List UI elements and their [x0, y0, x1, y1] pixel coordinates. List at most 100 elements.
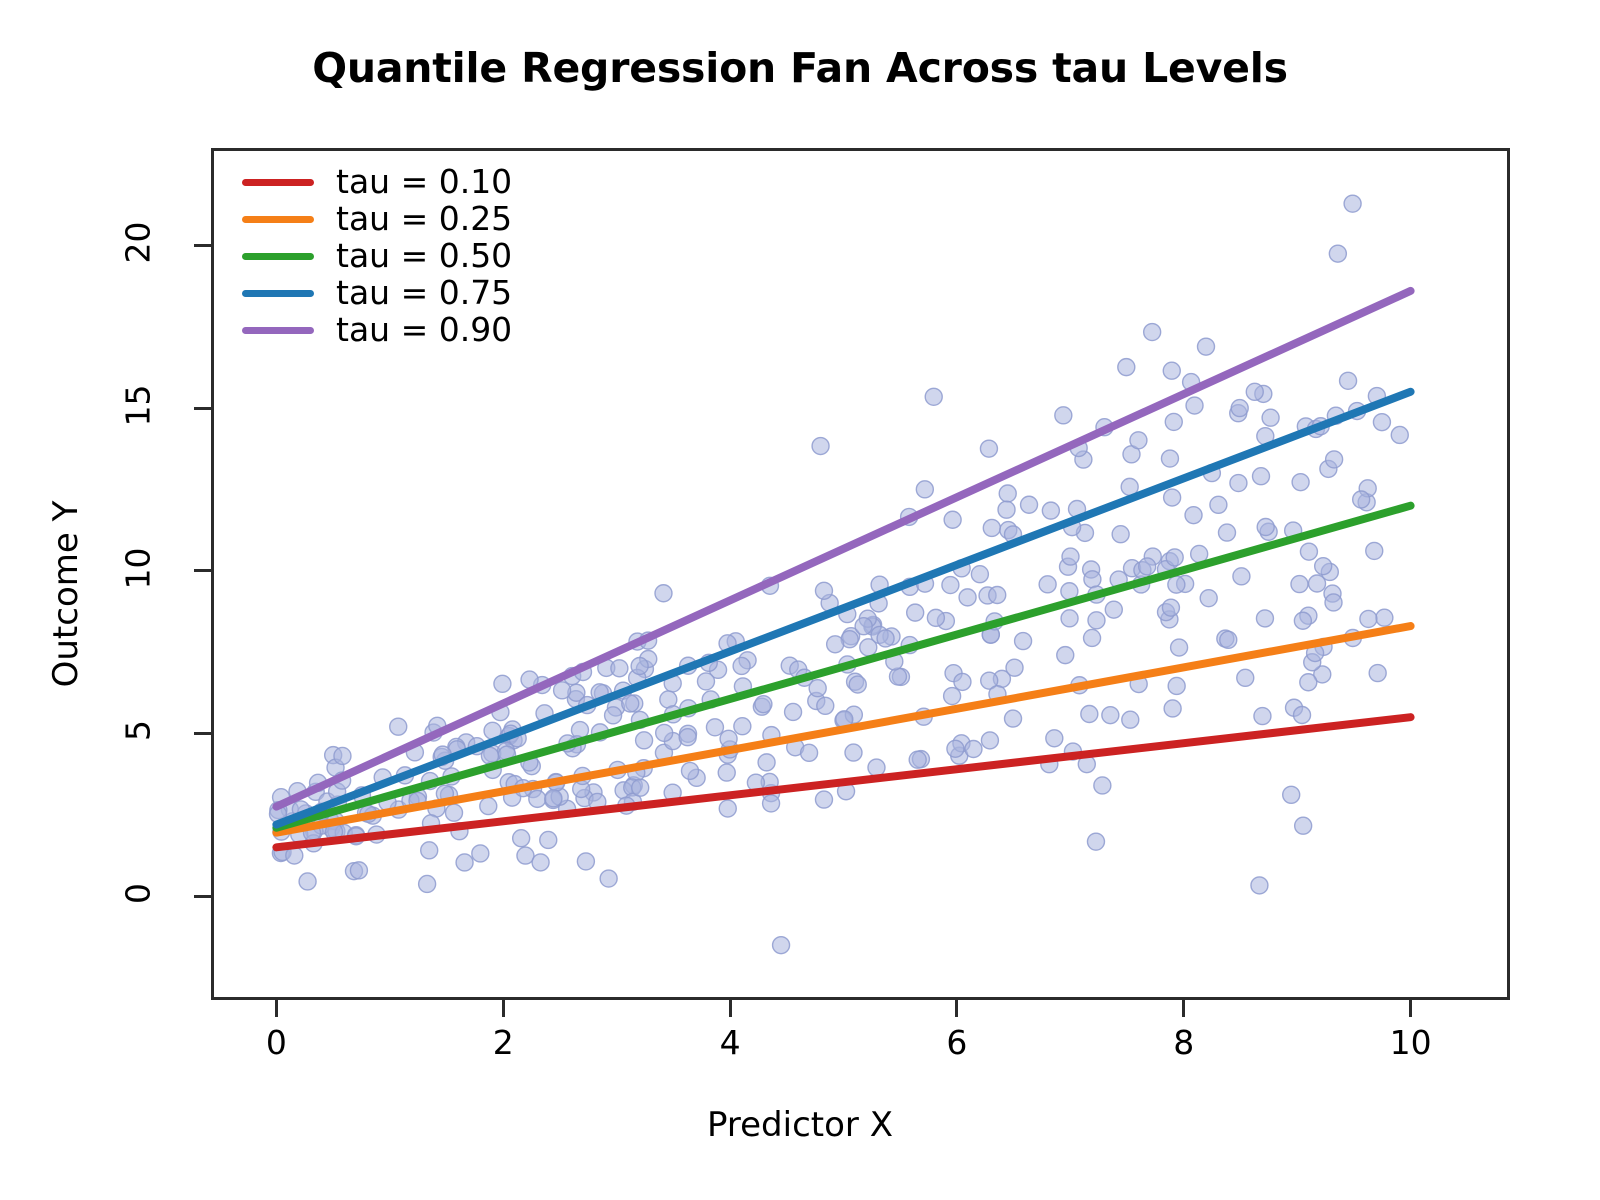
scatter-point	[1185, 396, 1204, 415]
scatter-point	[1281, 785, 1301, 805]
scatter-point	[1184, 505, 1203, 525]
x-tick-mark	[728, 1000, 732, 1017]
scatter-point	[771, 935, 791, 955]
scatter-point	[814, 790, 834, 809]
scatter-point	[552, 681, 572, 700]
scatter-point	[1080, 704, 1099, 724]
scatter-point	[1293, 816, 1313, 835]
scatter-point	[732, 656, 751, 676]
scatter-point	[953, 672, 972, 692]
scatter-point	[1209, 495, 1228, 515]
scatter-point	[1165, 548, 1184, 567]
scatter-point	[825, 635, 845, 654]
scatter-point	[531, 853, 550, 872]
scatter-point	[528, 789, 547, 809]
scatter-point	[1293, 611, 1313, 630]
scatter-point	[1054, 406, 1073, 425]
regression-line-tau-0-1	[272, 713, 1415, 852]
scatter-point	[1167, 676, 1186, 696]
scatter-point	[1236, 668, 1255, 688]
scatter-point	[814, 581, 834, 600]
scatter-point	[1299, 542, 1319, 561]
scatter-point	[1041, 501, 1061, 520]
legend-item[interactable]: tau = 0.90	[242, 312, 512, 348]
scatter-point	[1117, 357, 1136, 377]
legend-color-swatch	[242, 252, 314, 260]
legend-item[interactable]: tau = 0.10	[242, 164, 512, 200]
scatter-point	[915, 480, 935, 499]
scatter-point	[979, 439, 999, 458]
legend-item[interactable]: tau = 0.75	[242, 275, 512, 311]
scatter-point	[1056, 645, 1075, 665]
page-title: Quantile Regression Fan Across tau Level…	[312, 44, 1288, 92]
scatter-point	[783, 702, 803, 722]
scatter-point	[1299, 673, 1318, 692]
scatter-point	[349, 861, 369, 880]
scatter-point	[389, 717, 408, 736]
legend-item[interactable]: tau = 0.50	[242, 238, 512, 274]
scatter-point	[1083, 570, 1102, 589]
scatter-point	[1290, 574, 1309, 594]
scatter-point	[1060, 609, 1079, 628]
scatter-point	[943, 510, 962, 529]
scatter-point	[1162, 361, 1181, 380]
scatter-point	[1121, 710, 1140, 729]
scatter-point	[621, 694, 640, 713]
scatter-point	[444, 803, 464, 822]
scatter-point	[705, 718, 725, 737]
scatter-point	[1328, 244, 1348, 263]
scatter-point	[848, 675, 867, 694]
scatter-point	[420, 841, 439, 860]
scatter-point	[988, 585, 1007, 605]
scatter-point	[1375, 608, 1394, 627]
legend: tau = 0.10 tau = 0.25 tau = 0.50 tau = 0.75…	[242, 164, 512, 349]
x-tick-label: 4	[719, 1023, 741, 1062]
legend-color-swatch	[242, 215, 314, 223]
scatter-point	[1142, 322, 1162, 342]
scatter-point	[1250, 876, 1269, 895]
scatter-point	[298, 872, 317, 891]
scatter-point	[1093, 776, 1112, 795]
scatter-point	[1261, 408, 1280, 427]
legend-item[interactable]: tau = 0.25	[242, 201, 512, 237]
scatter-point	[1164, 412, 1183, 432]
scatter-point	[1005, 658, 1024, 677]
scatter-point	[1307, 574, 1327, 593]
scatter-point	[631, 778, 650, 797]
scatter-point	[799, 743, 819, 763]
scatter-point	[908, 750, 927, 769]
scatter-point	[471, 844, 490, 863]
scatter-point	[610, 659, 629, 678]
scatter-point	[970, 565, 990, 584]
legend-color-swatch	[242, 289, 314, 297]
scatter-point	[946, 739, 965, 758]
scatter-point	[1255, 609, 1275, 628]
x-tick-mark	[955, 1000, 959, 1017]
scatter-point	[718, 799, 737, 818]
scatter-point	[1365, 541, 1384, 561]
scatter-point	[1230, 398, 1249, 418]
regression-line-tau-0-25	[272, 622, 1415, 837]
scatter-point	[1372, 412, 1392, 432]
scatter-point	[1196, 337, 1216, 356]
scatter-point	[888, 667, 908, 686]
y-tick-mark	[194, 731, 211, 735]
scatter-point	[479, 796, 498, 816]
scatter-point	[942, 686, 962, 706]
scatter-point	[1111, 525, 1130, 544]
scatter-point	[1292, 705, 1312, 725]
plot-area: tau = 0.10 tau = 0.25 tau = 0.50 tau = 0.75…	[211, 148, 1510, 1000]
scatter-point	[1038, 575, 1057, 594]
scatter-point	[1232, 567, 1251, 586]
scatter-point	[455, 853, 474, 872]
x-tick-mark	[501, 1000, 505, 1017]
scatter-point	[654, 723, 674, 743]
scatter-point	[1256, 517, 1275, 537]
scatter-point	[980, 671, 999, 690]
y-tick-mark	[194, 243, 211, 247]
scatter-point	[761, 794, 781, 813]
y-tick-label: 5	[118, 720, 158, 742]
scatter-point	[808, 678, 827, 698]
scatter-point	[1251, 467, 1271, 486]
y-tick-label: 0	[118, 883, 158, 905]
